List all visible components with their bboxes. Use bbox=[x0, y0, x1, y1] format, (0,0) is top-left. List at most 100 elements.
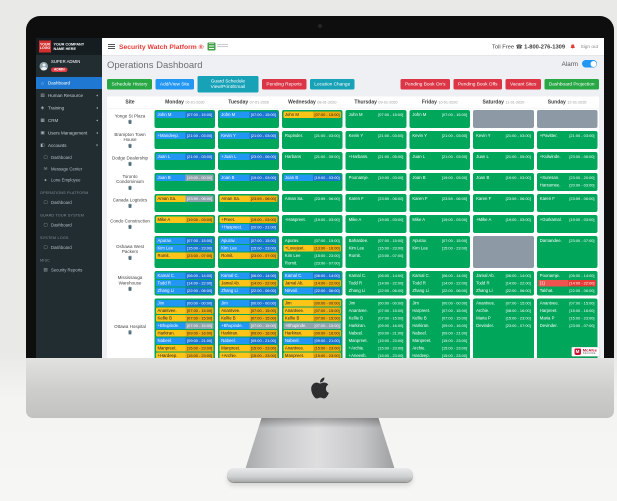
schedule-entry[interactable]: Jim [00:00 - 00:00] bbox=[347, 300, 405, 307]
schedule-entry[interactable]: Jamal Ab. [14:00 - 22:00] bbox=[219, 279, 278, 287]
schedule-entry[interactable]: Zhang Li [22:00 - 06:00] bbox=[411, 287, 469, 294]
schedule-cell[interactable] bbox=[472, 234, 536, 269]
schedule-entry[interactable]: +Hardeep. [15:00 - 23:00] bbox=[156, 352, 214, 358]
pending-book-on-s-button[interactable]: Pending Book On's bbox=[400, 78, 450, 90]
schedule-cell[interactable]: Harbans [21:00 - 05:00] bbox=[280, 150, 344, 171]
schedule-entry[interactable]: Archie. [08:00 - 16:00] bbox=[475, 307, 533, 314]
schedule-cell[interactable]: Juan L [21:00 - 03:00] bbox=[153, 150, 217, 171]
notifications-icon[interactable] bbox=[570, 44, 576, 50]
schedule-cell[interactable]: +Juan L [23:00 - 06:00] bbox=[217, 150, 281, 171]
schedule-cell[interactable]: Jim [00:00 - 00:00] Anantvee. [07:00 - 15:0… bbox=[217, 297, 281, 358]
schedule-entry[interactable]: Hardeep. [15:00 - 23:00] bbox=[411, 352, 469, 358]
delete-site-icon[interactable] bbox=[128, 161, 132, 167]
delete-site-icon[interactable] bbox=[128, 286, 132, 292]
schedule-entry[interactable]: Apurav. [07:00 - 15:00] bbox=[411, 237, 469, 244]
schedule-entry[interactable]: Kim Lee [15:00 - 23:00] bbox=[411, 245, 469, 252]
sidebar-item-dashboard[interactable]: ⌂ Dashboard bbox=[36, 77, 102, 89]
schedule-entry[interactable]: +Archie. [15:00 - 23:00] bbox=[219, 352, 278, 358]
schedule-cell[interactable]: Joan B [19:00 - 03:00] bbox=[217, 171, 281, 192]
schedule-cell[interactable]: +Mandeep. [21:00 - 03:00] bbox=[153, 129, 217, 150]
schedule-cell[interactable]: Poonamje. [06:00 - 14:00] (1) [14:00 - 22:0… bbox=[535, 269, 599, 297]
schedule-entry[interactable]: +Haspreet. [20:00 - 21:00] bbox=[219, 223, 278, 231]
schedule-entry[interactable]: Joan B [19:00 - 03:00] bbox=[283, 174, 342, 181]
sidebar-item-dashboard[interactable]: ▢ Dashboard bbox=[36, 152, 102, 164]
schedule-entry[interactable]: Jamal Ab. [14:00 - 22:00] bbox=[283, 279, 342, 287]
schedule-entry[interactable]: Anantvee. [07:00 - 15:00] bbox=[347, 307, 405, 314]
schedule-entry[interactable]: +Haspreet. [19:00 - 03:00] bbox=[283, 216, 341, 223]
schedule-cell[interactable]: Jim [00:00 - 00:00] Harpreet. [07:00 - 15:0… bbox=[408, 297, 472, 358]
schedule-cell[interactable]: Kevin Y [21:00 - 03:00] bbox=[408, 129, 472, 150]
schedule-entry[interactable]: Devinder. [23:00 - 07:00] bbox=[475, 322, 533, 329]
schedule-cell[interactable]: +Mike A [19:00 - 03:00] bbox=[472, 213, 536, 234]
schedule-entry[interactable]: Zhang Li [22:00 - 06:00] bbox=[156, 287, 214, 294]
schedule-entry[interactable]: Manpreet. [15:00 - 23:00] bbox=[156, 344, 214, 352]
sidebar-item-message-center[interactable]: ✉ Message Center bbox=[36, 163, 102, 175]
sidebar-item-dashboard[interactable]: ▢ Dashboard bbox=[36, 242, 102, 254]
schedule-cell[interactable]: Aman Sa. [23:59 - 06:00] bbox=[280, 192, 344, 213]
schedule-entry[interactable]: Manpreet. [15:00 - 23:00] bbox=[411, 337, 469, 344]
schedule-entry[interactable]: Kevin Y [21:00 - 03:00] bbox=[475, 132, 533, 139]
schedule-entry[interactable]: +Bhupinde. [07:00 - 15:00] bbox=[219, 322, 278, 329]
schedule-entry[interactable]: +Mandeep. [21:00 - 03:00] bbox=[156, 132, 214, 139]
schedule-cell[interactable]: +Preet. [19:00 - 03:00] +Haspreet. [20:00 -… bbox=[217, 213, 281, 234]
schedule-entry[interactable]: Kim Lee [15:00 - 23:00] bbox=[156, 244, 214, 252]
schedule-entry[interactable]: Nabeel. [09:00 - 21:00] bbox=[156, 337, 214, 344]
schedule-cell[interactable]: John M [07:00 - 15:00] bbox=[217, 108, 281, 129]
schedule-entry[interactable]: Zhang Li [22:00 - 06:00] bbox=[219, 287, 278, 294]
delete-site-icon[interactable] bbox=[128, 203, 132, 209]
schedule-cell[interactable]: John M [07:00 - 15:00] bbox=[153, 108, 217, 129]
schedule-entry[interactable]: Nabeel. [09:00 - 21:00] bbox=[411, 330, 469, 337]
schedule-entry[interactable]: Harbans [21:00 - 05:00] bbox=[283, 153, 341, 160]
schedule-entry[interactable]: +Juan L [23:00 - 06:00] bbox=[219, 153, 278, 160]
schedule-entry[interactable]: Mike A [19:00 - 03:00] bbox=[411, 216, 469, 223]
schedule-entry[interactable]: Karen F [23:59 - 06:00] bbox=[411, 195, 469, 202]
schedule-cell[interactable]: Karen F [23:59 - 06:00] bbox=[472, 192, 536, 213]
schedule-entry[interactable]: Kellie B [07:00 - 15:00] bbox=[219, 314, 278, 322]
schedule-entry[interactable]: Juan L [21:00 - 05:00] bbox=[475, 153, 533, 160]
schedule-entry[interactable]: Kim Lee [15:00 - 23:00] bbox=[347, 245, 405, 252]
schedule-cell[interactable]: Kamal C. [06:00 - 14:00] Todd R [14:00 - 22… bbox=[153, 269, 217, 297]
schedule-entry[interactable]: Poonamje. [19:00 - 03:00] bbox=[347, 174, 405, 181]
schedule-cell[interactable]: +Pavitter. [21:00 - 03:00] bbox=[535, 129, 599, 150]
schedule-entry[interactable]: Kellie B [07:00 - 15:00] bbox=[411, 315, 469, 322]
pending-book-offs-button[interactable]: Pending Book Offs bbox=[453, 78, 502, 90]
schedule-entry[interactable]: Todd R [14:00 - 22:00] bbox=[475, 280, 533, 287]
schedule-entry[interactable]: Takhat. [22:00 - 06:00] bbox=[538, 287, 596, 294]
delete-site-icon[interactable] bbox=[128, 330, 132, 335]
schedule-entry[interactable]: Kellie B [07:00 - 15:00] bbox=[156, 314, 214, 322]
schedule-cell[interactable]: Rupinder. [21:00 - 03:00] bbox=[280, 129, 344, 150]
schedule-cell[interactable]: +Kulwinde. [23:00 - 06:00] bbox=[535, 150, 599, 171]
schedule-cell[interactable]: Kevin Y [21:00 - 03:00] bbox=[472, 129, 536, 150]
schedule-entry[interactable]: Jim [00:00 - 00:00] bbox=[411, 300, 469, 307]
schedule-entry[interactable]: Anantvee. [07:00 - 15:00] bbox=[219, 307, 278, 314]
schedule-cell[interactable]: Jamal Ab. [06:00 - 14:00] Todd R [14:00 - 2… bbox=[472, 269, 536, 297]
schedule-cell[interactable]: Apurav. [07:00 - 15:00] +Lovejeet. [13:00 -… bbox=[280, 234, 344, 269]
schedule-entry[interactable]: Kevin Y [21:00 - 03:00] bbox=[219, 132, 278, 139]
schedule-entry[interactable]: Nabeel. [09:00 - 21:00] bbox=[219, 337, 278, 344]
menu-toggle-icon[interactable] bbox=[108, 43, 115, 50]
sidebar-item-users-management[interactable]: ▣ Users Management ◂ bbox=[36, 127, 102, 140]
guard-schedule-view-print-email-button[interactable]: Guard Schedule View/Print/Email bbox=[197, 76, 259, 93]
schedule-entry[interactable]: Kamal C. [06:00 - 14:00] bbox=[411, 272, 469, 279]
schedule-entry[interactable]: Romit. [23:00 - 07:00] bbox=[347, 252, 405, 259]
schedule-cell[interactable] bbox=[472, 108, 536, 129]
schedule-entry[interactable]: +Archie. [15:00 - 23:00] bbox=[347, 345, 405, 352]
schedule-entry[interactable]: Zhang Li [22:00 - 06:00] bbox=[475, 287, 533, 294]
schedule-entry[interactable]: Bahardee. [07:00 - 15:00] bbox=[347, 237, 405, 244]
schedule-entry[interactable]: Kim Lee [15:00 - 23:00] bbox=[219, 244, 278, 252]
schedule-entry[interactable]: Manpreet. [15:00 - 23:00] bbox=[283, 352, 342, 358]
schedule-entry[interactable]: Damandee. [23:00 - 07:00] bbox=[538, 237, 596, 244]
sidebar-item-accounts[interactable]: ◧ Accounts ▾ bbox=[36, 139, 102, 152]
schedule-entry[interactable]: Juan L [21:00 - 03:00] bbox=[156, 153, 214, 160]
schedule-entry[interactable]: Maria P [15:00 - 23:00] bbox=[538, 315, 596, 322]
schedule-entry[interactable]: Mike A [19:00 - 03:00] bbox=[156, 216, 214, 223]
schedule-entry[interactable]: Kamal C. [06:00 - 14:00] bbox=[283, 272, 342, 279]
vacant-sites-button[interactable]: Vacant Sites bbox=[505, 78, 541, 90]
schedule-cell[interactable] bbox=[535, 108, 599, 129]
schedule-cell[interactable]: Juan L [21:00 - 05:00] bbox=[472, 150, 536, 171]
schedule-cell[interactable]: Apurav. [07:00 - 15:00] Kim Lee [15:00 - 23… bbox=[153, 234, 217, 269]
schedule-entry[interactable]: Maria P [15:00 - 23:00] bbox=[475, 315, 533, 322]
schedule-entry[interactable]: Todd R [14:00 - 22:00] bbox=[347, 280, 405, 287]
schedule-entry[interactable]: Kellie B [07:00 - 15:00] bbox=[283, 314, 342, 322]
schedule-cell[interactable]: Mike A [19:00 - 03:00] bbox=[408, 213, 472, 234]
